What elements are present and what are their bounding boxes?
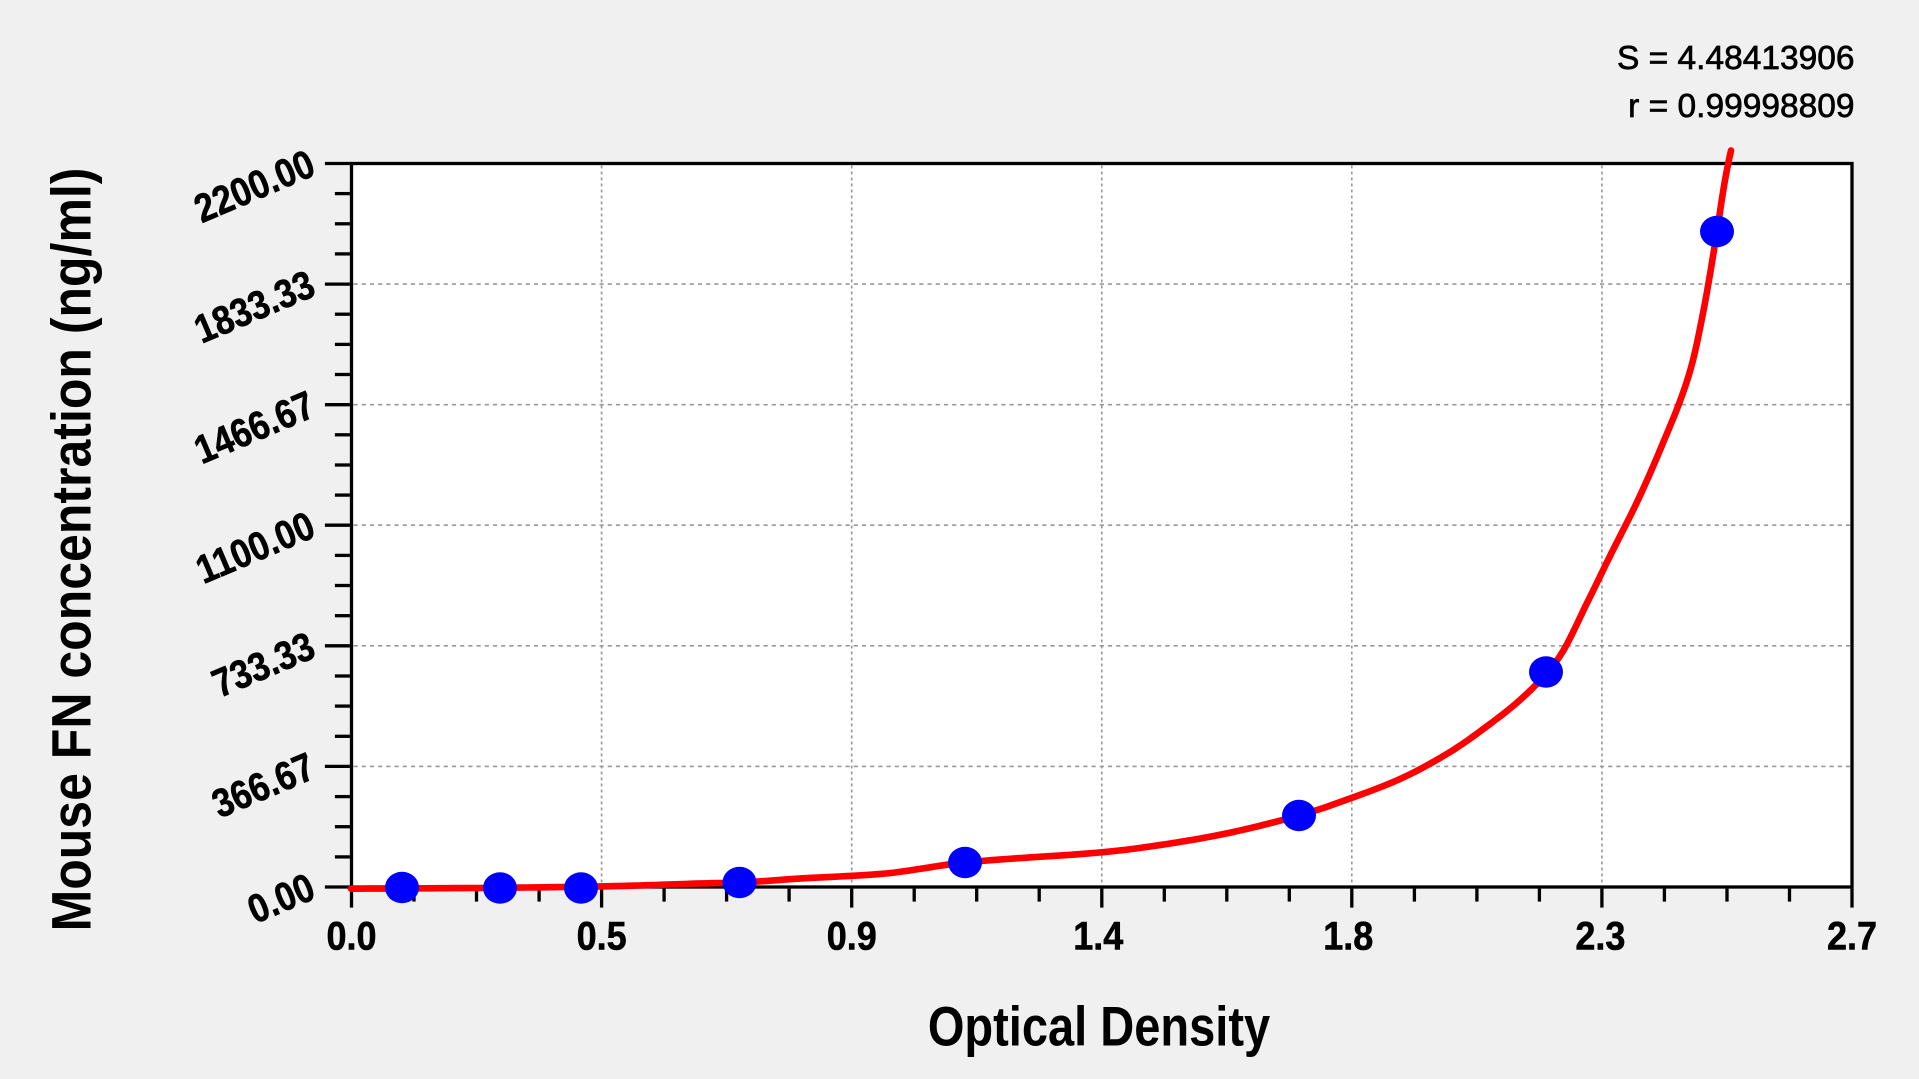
svg-text:r = 0.99998809: r = 0.99998809 xyxy=(1628,88,1854,125)
svg-text:2.7: 2.7 xyxy=(1827,915,1877,959)
svg-text:2.3: 2.3 xyxy=(1575,915,1625,959)
svg-text:0.0: 0.0 xyxy=(326,915,376,959)
svg-text:1.8: 1.8 xyxy=(1323,915,1373,959)
svg-text:0.9: 0.9 xyxy=(827,915,877,959)
svg-text:Optical Density: Optical Density xyxy=(928,995,1271,1058)
svg-text:Mouse FN concentration (ng/ml): Mouse FN concentration (ng/ml) xyxy=(41,168,103,932)
svg-text:0.5: 0.5 xyxy=(577,915,627,959)
svg-text:S = 4.48413906: S = 4.48413906 xyxy=(1617,40,1855,77)
svg-text:1.4: 1.4 xyxy=(1073,915,1123,959)
